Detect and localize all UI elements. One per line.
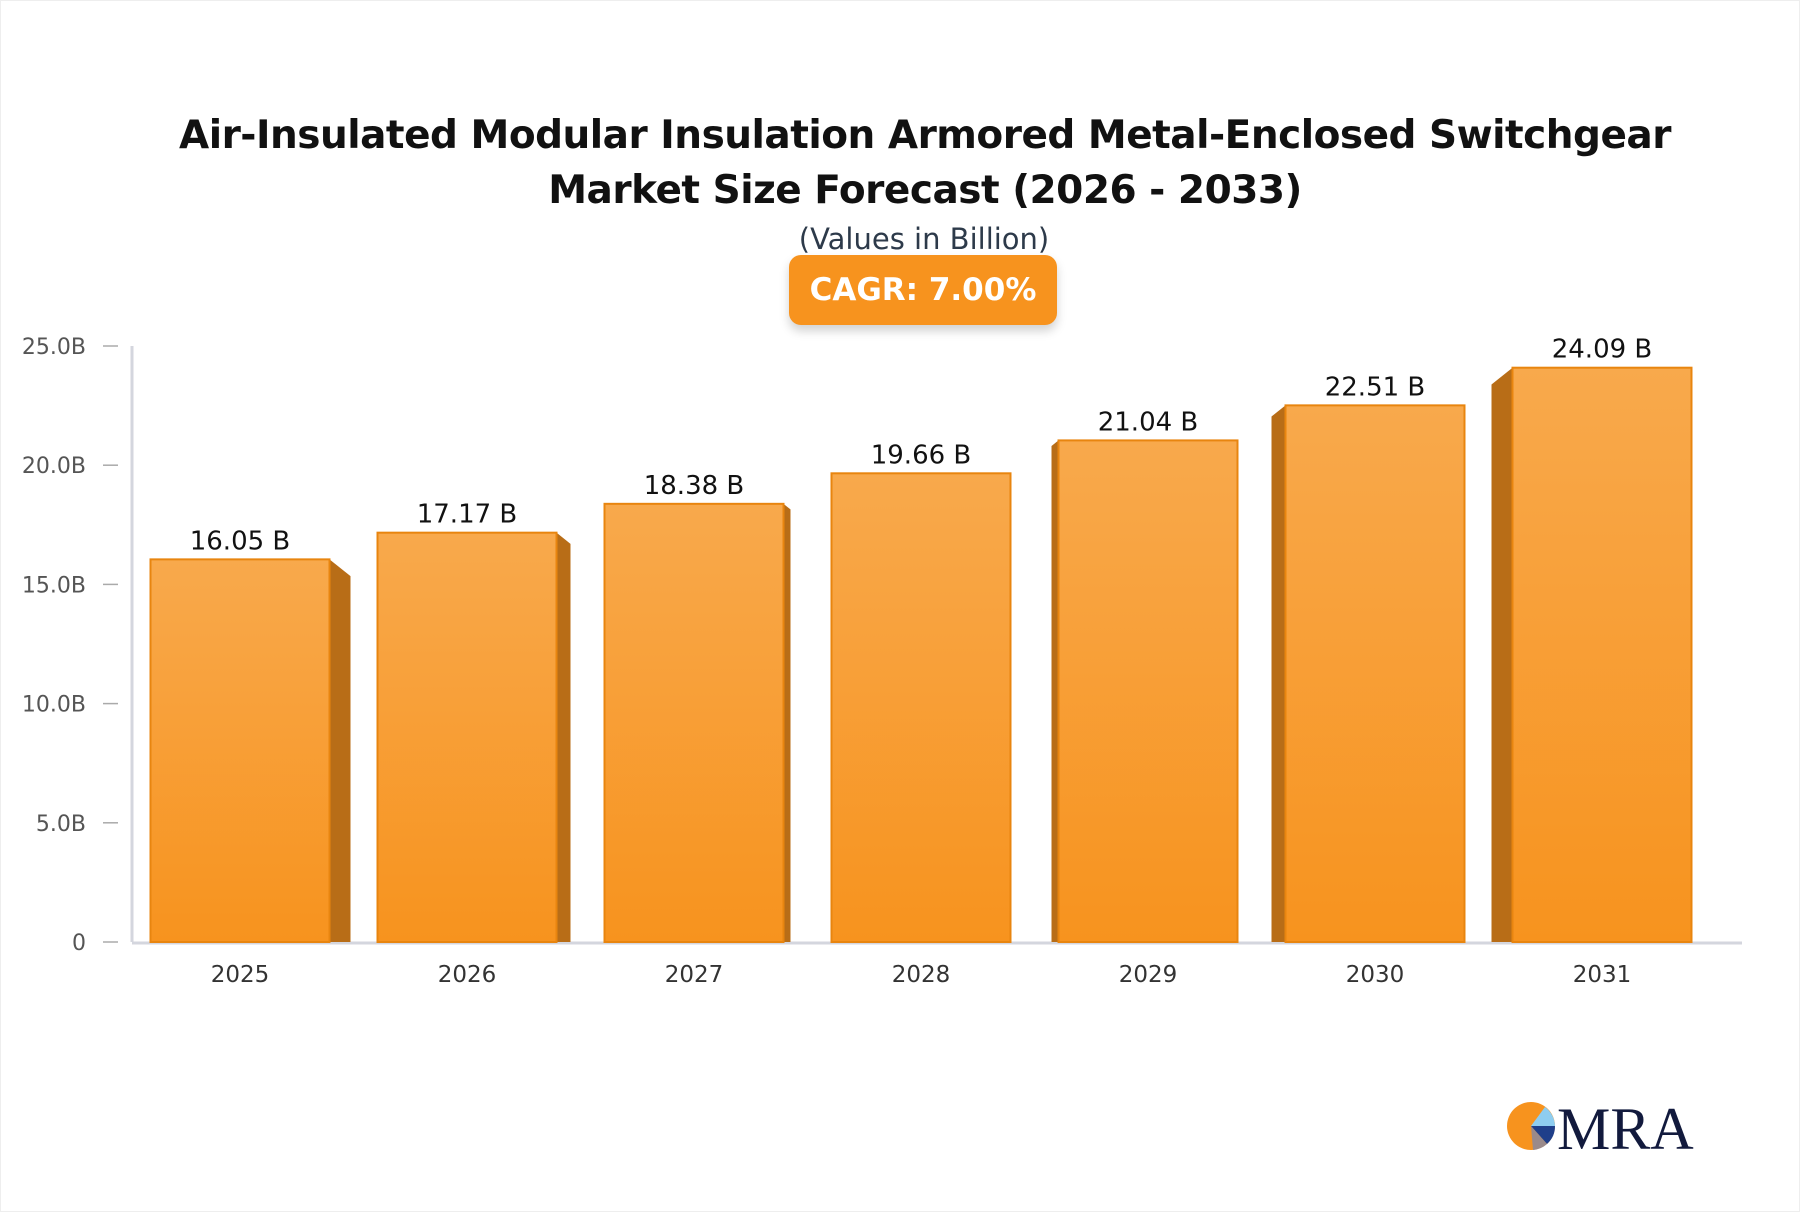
bar-2026 <box>376 531 558 943</box>
chart-subtitle: (Values in Billion) <box>798 222 1050 256</box>
y-tick-label: 15.0B <box>22 573 86 598</box>
x-tick-label: 2028 <box>892 962 951 988</box>
data-label: 18.38 B <box>644 471 745 501</box>
bar-2030 <box>1284 404 1466 944</box>
bar-2029 <box>1057 439 1239 943</box>
bar-side <box>556 532 571 942</box>
bar-2031 <box>1511 366 1693 943</box>
logo-pie-icon: MRA <box>1507 1097 1694 1155</box>
x-tick-label: 2030 <box>1346 962 1405 988</box>
data-label: 21.04 B <box>1098 407 1199 437</box>
data-label: 24.09 B <box>1552 335 1653 365</box>
bar-side <box>783 503 791 942</box>
bar-side <box>1491 367 1513 942</box>
bar-2025 <box>149 558 331 943</box>
x-tick-label: 2029 <box>1119 962 1178 988</box>
data-label: 19.66 B <box>871 440 972 470</box>
x-tick-label: 2027 <box>665 962 724 988</box>
bar-2028 <box>830 472 1012 943</box>
y-tick-label: 20.0B <box>22 454 86 479</box>
bar-side <box>1271 405 1286 943</box>
cagr-badge: CAGR: 7.00% <box>789 255 1057 325</box>
bar-side <box>329 559 351 942</box>
bar-2027 <box>603 502 785 943</box>
mra-logo: MRA <box>1505 1097 1695 1155</box>
bar-side <box>1051 440 1059 942</box>
x-tick-label: 2025 <box>211 962 270 988</box>
y-tick-label: 25.0B <box>22 335 86 360</box>
x-tick-label: 2031 <box>1573 962 1632 988</box>
y-tick-label: 0 <box>72 931 86 956</box>
y-tick-label: 5.0B <box>36 812 86 837</box>
data-label: 16.05 B <box>190 526 291 556</box>
chart-title: Air-Insulated Modular Insulation Armored… <box>179 113 1671 213</box>
data-label: 17.17 B <box>417 500 518 530</box>
x-tick-label: 2026 <box>438 962 497 988</box>
data-label: 22.51 B <box>1325 372 1426 402</box>
logo-text: MRA <box>1557 1097 1694 1155</box>
y-tick-label: 10.0B <box>22 693 86 718</box>
